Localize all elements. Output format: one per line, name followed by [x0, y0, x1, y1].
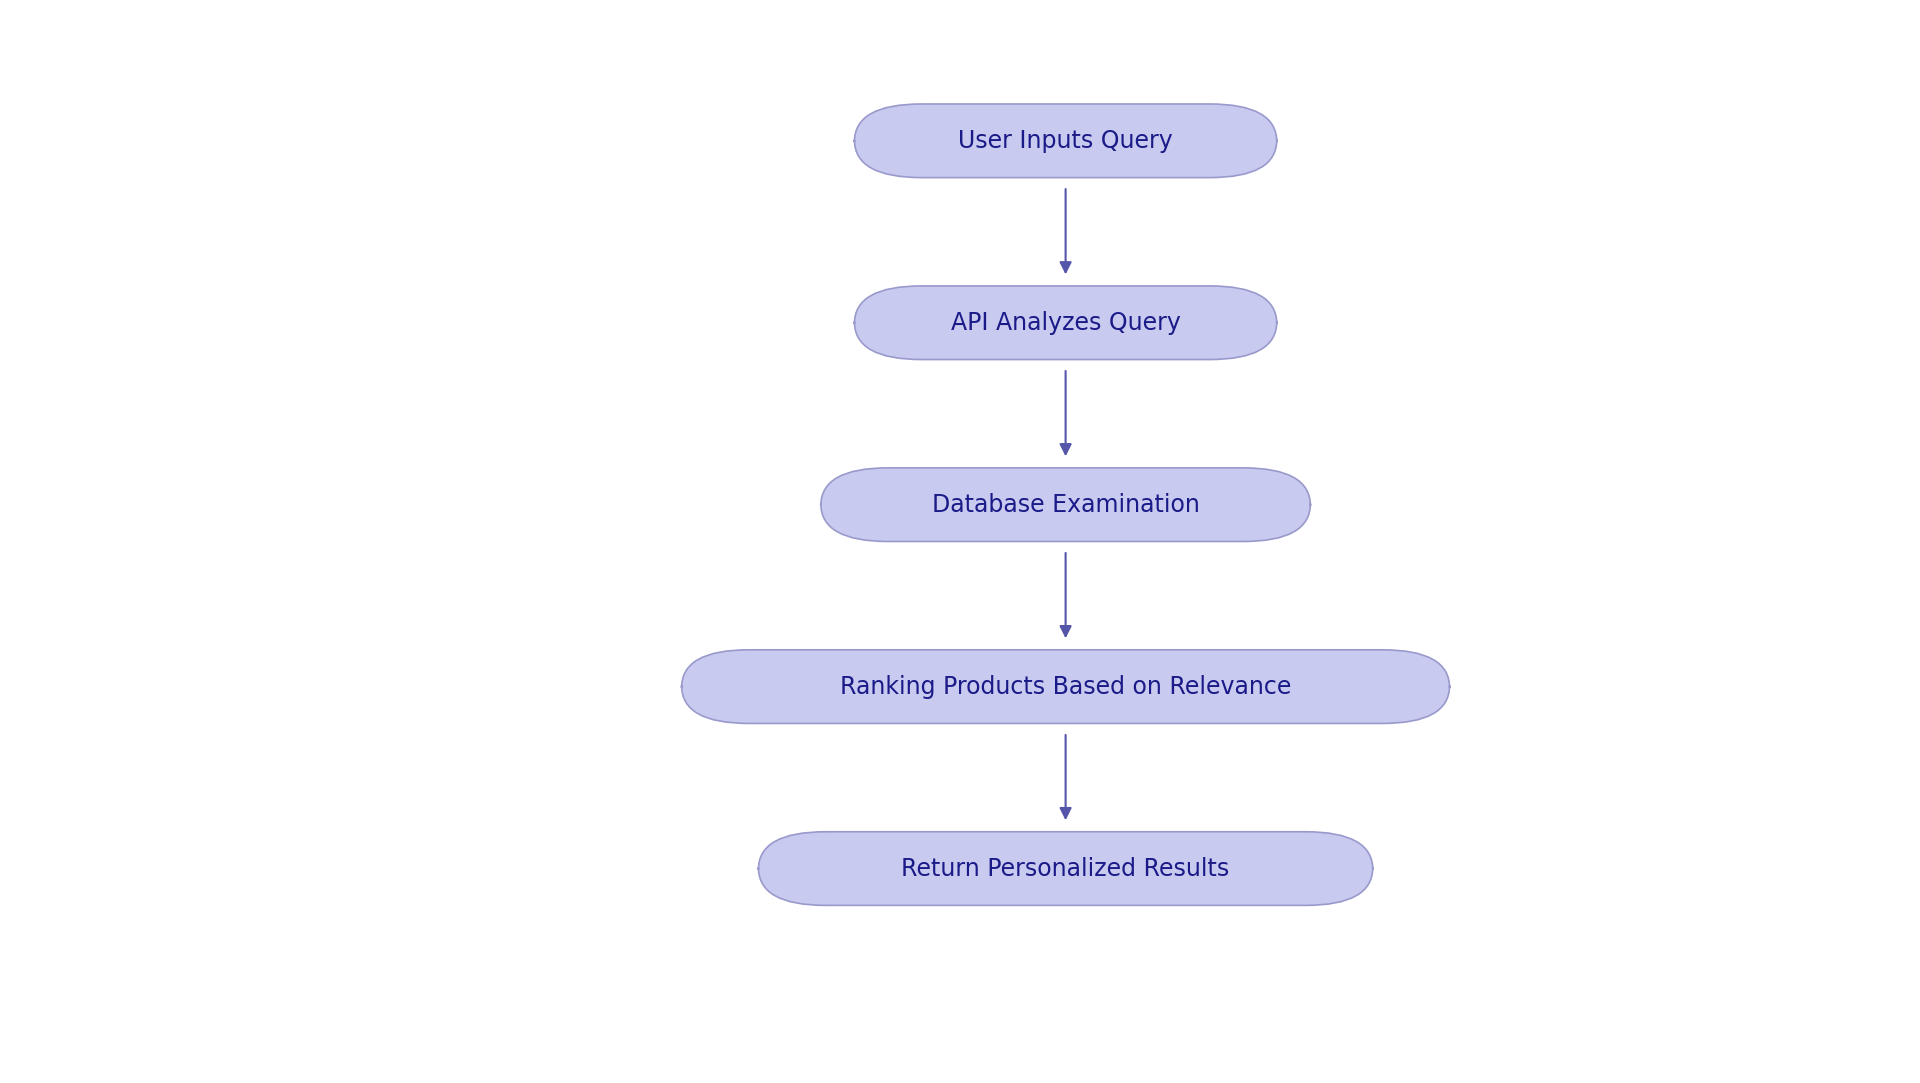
FancyBboxPatch shape	[758, 832, 1373, 905]
FancyBboxPatch shape	[822, 468, 1309, 542]
Text: Return Personalized Results: Return Personalized Results	[902, 857, 1229, 880]
Text: Ranking Products Based on Relevance: Ranking Products Based on Relevance	[839, 675, 1292, 699]
FancyBboxPatch shape	[682, 650, 1450, 723]
FancyBboxPatch shape	[854, 286, 1277, 360]
Text: User Inputs Query: User Inputs Query	[958, 129, 1173, 153]
FancyBboxPatch shape	[854, 104, 1277, 178]
Text: Database Examination: Database Examination	[931, 493, 1200, 517]
Text: API Analyzes Query: API Analyzes Query	[950, 311, 1181, 335]
